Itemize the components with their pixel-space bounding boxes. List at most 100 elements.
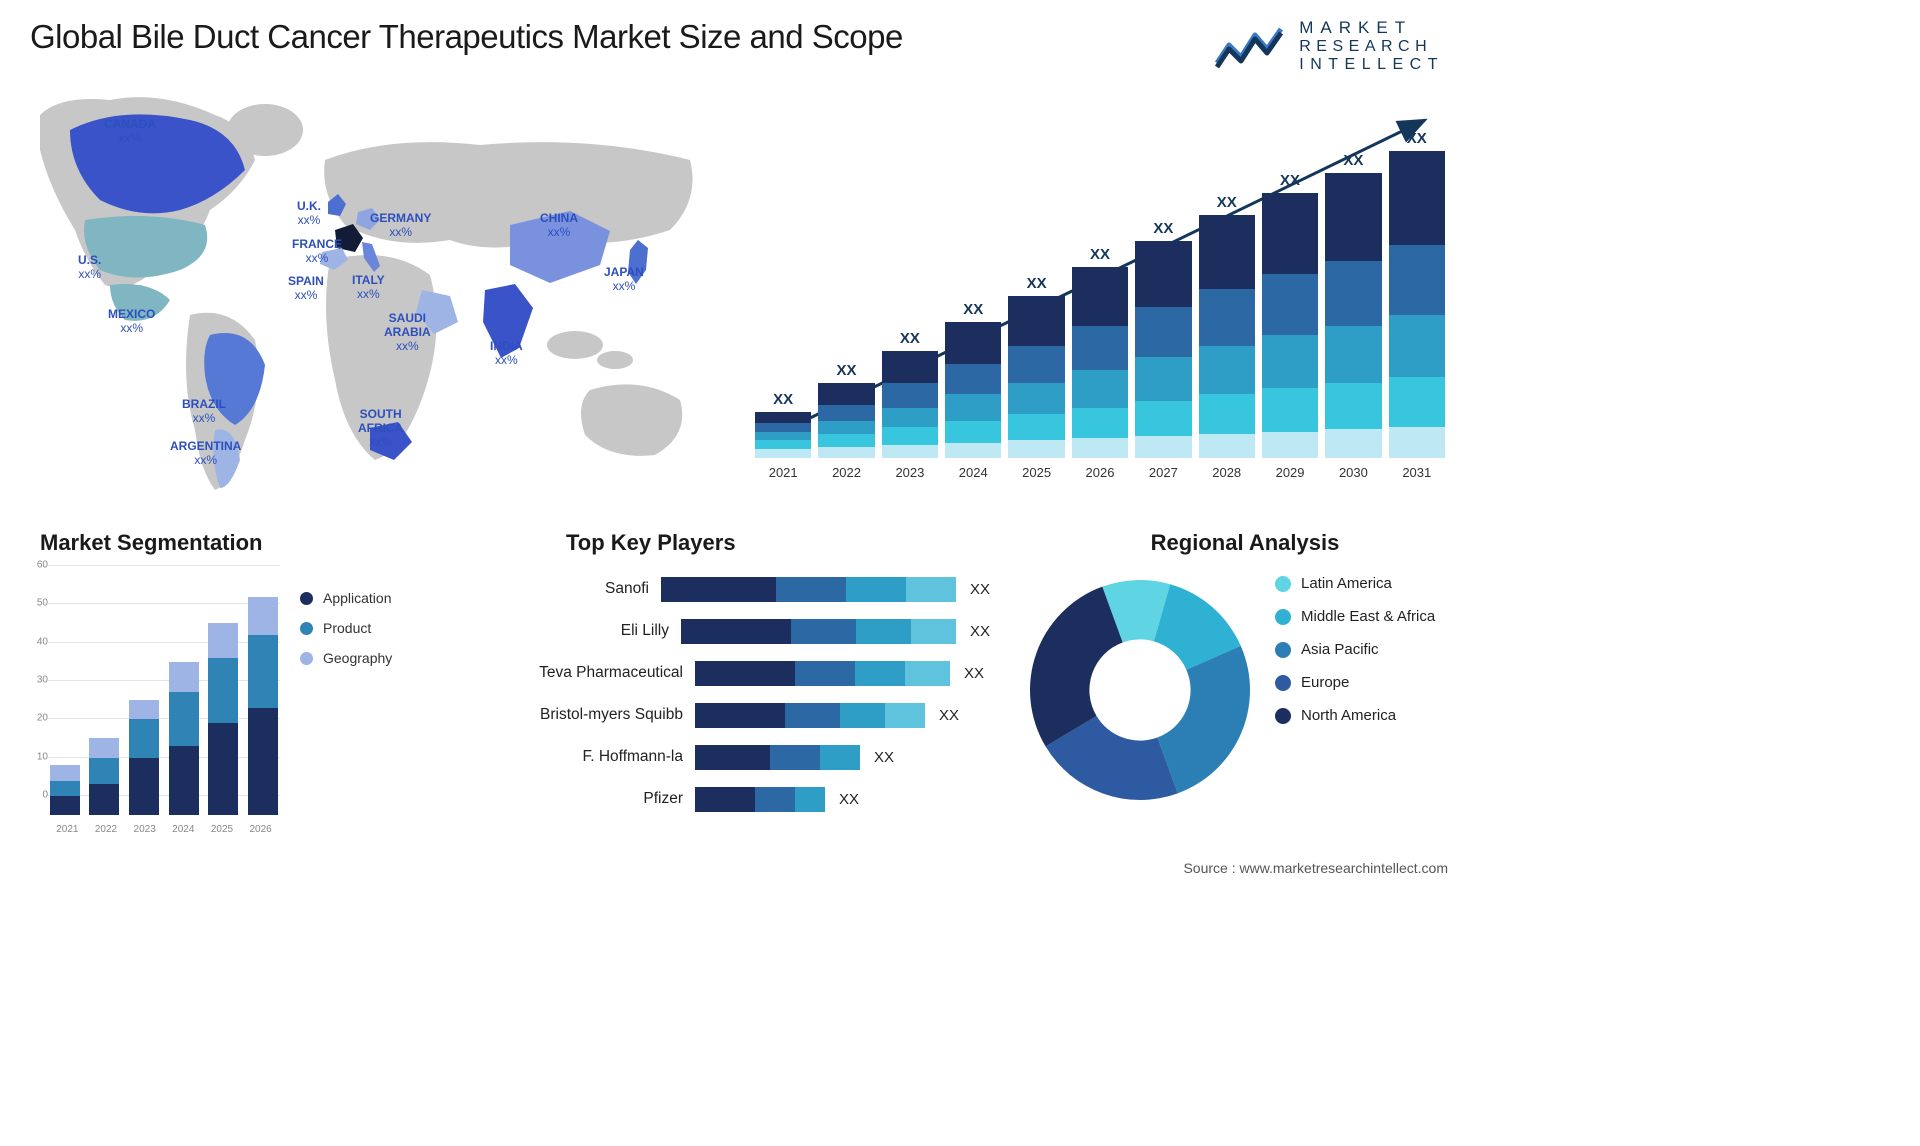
world-map: CANADAxx%U.S.xx%MEXICOxx%BRAZILxx%ARGENT… (30, 90, 710, 500)
donut-slice (1030, 587, 1123, 747)
x-axis-label: 2025 (211, 824, 233, 835)
legend-label: Geography (323, 650, 392, 666)
country-label: U.K.xx% (297, 200, 321, 228)
player-bar (681, 619, 956, 644)
legend-item: Geography (300, 650, 392, 666)
player-bar (695, 661, 950, 686)
x-axis-label: 2022 (95, 824, 117, 835)
bar-value-label: XX (1280, 172, 1300, 189)
country-label: INDIAxx% (490, 340, 523, 368)
y-axis-tick: 20 (37, 713, 48, 724)
forecast-bar: XX (1199, 194, 1255, 458)
bar-value-label: XX (1407, 130, 1427, 147)
legend-swatch (1275, 642, 1291, 658)
segmentation-bar (89, 738, 119, 815)
source-text: Source : www.marketresearchintellect.com (1183, 860, 1448, 876)
player-row: Teva Pharmaceutical XX (520, 652, 990, 694)
forecast-bar: XX (945, 301, 1001, 458)
logo-mark-icon (1215, 23, 1285, 69)
x-axis-label: 2025 (1008, 465, 1064, 480)
bar-value-label: XX (1090, 246, 1110, 263)
legend-swatch (300, 652, 313, 665)
y-axis-tick: 50 (37, 598, 48, 609)
legend-label: Latin America (1301, 575, 1392, 592)
legend-label: Europe (1301, 674, 1349, 691)
segmentation-heading: Market Segmentation (40, 530, 263, 556)
player-value-label: XX (874, 749, 894, 766)
forecast-bar: XX (1262, 172, 1318, 458)
player-name: Pfizer (520, 790, 695, 808)
x-axis-label: 2024 (945, 465, 1001, 480)
player-name: Sanofi (520, 580, 661, 598)
player-bar (695, 745, 860, 770)
legend-item: Asia Pacific (1275, 641, 1435, 658)
y-axis-tick: 60 (37, 560, 48, 571)
y-axis-tick: 30 (37, 675, 48, 686)
legend-label: Middle East & Africa (1301, 608, 1435, 625)
player-value-label: XX (964, 665, 984, 682)
forecast-bar-chart: XXXXXXXXXXXXXXXXXXXXXX 20212022202320242… (755, 100, 1445, 480)
country-label: CHINAxx% (540, 212, 578, 240)
x-axis-label: 2031 (1389, 465, 1445, 480)
country-label: SOUTHAFRICAxx% (358, 408, 403, 449)
bar-value-label: XX (1153, 220, 1173, 237)
segmentation-bar (248, 597, 278, 815)
player-row: F. Hoffmann-la XX (520, 736, 990, 778)
legend-swatch (1275, 576, 1291, 592)
legend-label: Product (323, 620, 371, 636)
player-value-label: XX (839, 791, 859, 808)
x-axis-label: 2029 (1262, 465, 1318, 480)
segmentation-bar-chart: 0102030405060 202120222023202420252026 (30, 565, 280, 835)
regional-legend: Latin America Middle East & Africa Asia Pa… (1275, 575, 1435, 740)
country-label: SAUDIARABIAxx% (384, 312, 431, 353)
country-label: U.S.xx% (78, 254, 101, 282)
country-label: JAPANxx% (604, 266, 644, 294)
player-bar (695, 703, 925, 728)
regional-heading: Regional Analysis (1060, 530, 1430, 556)
y-axis-tick: 40 (37, 636, 48, 647)
legend-swatch (300, 622, 313, 635)
bar-value-label: XX (1343, 152, 1363, 169)
country-label: GERMANYxx% (370, 212, 431, 240)
brand-logo: MARKET RESEARCH INTELLECT (1215, 18, 1444, 74)
legend-item: North America (1275, 707, 1435, 724)
x-axis-label: 2021 (755, 465, 811, 480)
logo-text: MARKET RESEARCH INTELLECT (1299, 18, 1444, 74)
forecast-bar: XX (1135, 220, 1191, 458)
forecast-bar: XX (1008, 275, 1064, 458)
player-name: Teva Pharmaceutical (520, 664, 695, 682)
segmentation-bar (129, 700, 159, 815)
y-axis-tick: 10 (37, 751, 48, 762)
x-axis-label: 2023 (134, 824, 156, 835)
players-heading: Top Key Players (566, 530, 736, 556)
legend-swatch (300, 592, 313, 605)
forecast-bar: XX (882, 330, 938, 458)
legend-label: North America (1301, 707, 1396, 724)
legend-label: Asia Pacific (1301, 641, 1379, 658)
player-row: Bristol-myers SquibbXX (520, 694, 990, 736)
segmentation-bar (169, 662, 199, 815)
forecast-bar: XX (1325, 152, 1381, 458)
player-value-label: XX (970, 581, 990, 598)
country-label: MEXICOxx% (108, 308, 155, 336)
bar-value-label: XX (1027, 275, 1047, 292)
player-name: Bristol-myers Squibb (520, 706, 695, 724)
legend-item: Middle East & Africa (1275, 608, 1435, 625)
x-axis-label: 2026 (249, 824, 271, 835)
player-bar (695, 787, 825, 812)
legend-item: Product (300, 620, 392, 636)
x-axis-label: 2024 (172, 824, 194, 835)
player-value-label: XX (970, 623, 990, 640)
legend-swatch (1275, 609, 1291, 625)
bar-value-label: XX (900, 330, 920, 347)
legend-swatch (1275, 708, 1291, 724)
player-row: Eli Lilly XX (520, 610, 990, 652)
forecast-bar: XX (1389, 130, 1445, 458)
player-name: Eli Lilly (520, 622, 681, 640)
x-axis-label: 2022 (818, 465, 874, 480)
player-name: F. Hoffmann-la (520, 748, 695, 766)
segmentation-bar (208, 623, 238, 815)
x-axis-label: 2027 (1135, 465, 1191, 480)
forecast-bar: XX (755, 391, 811, 458)
donut-slice (1157, 646, 1250, 793)
